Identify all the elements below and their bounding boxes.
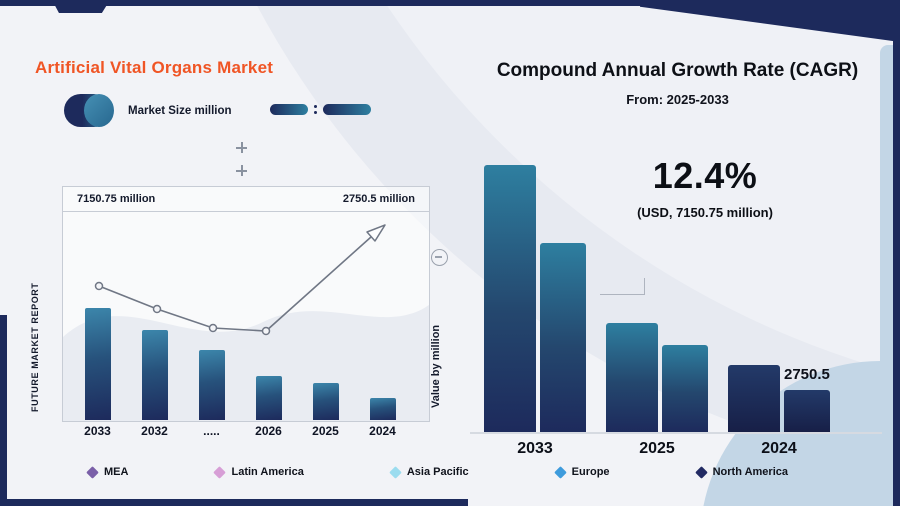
market-bars [85,308,396,420]
annotation-max-value: 7150.75 million [77,193,156,205]
minus-circle-icon [431,249,448,266]
market-x-label: 2033 [84,424,111,438]
market-bar-2024 [370,398,396,420]
legend-item-latin-america: Latin America [213,465,304,479]
diamond-icon [213,465,227,479]
value-axis-label: Value by million [430,324,442,408]
cagr-bar-chart: 2750.5 2033 2025 2024 [470,150,882,457]
plus-icon [236,142,247,153]
cagr-bar-2033-primary [484,165,536,432]
top-left-notch [52,0,110,13]
diamond-icon [388,465,402,479]
legend-label: MEA [104,466,129,478]
cagr-bar-2033-secondary [540,243,586,432]
legend-label: North America [712,466,788,478]
cagr-bar-2024-primary [728,365,780,432]
cagr-x-label: 2033 [517,440,553,457]
legend-item-mea: MEA [86,465,129,479]
cagr-bar-group-2033: 2033 [484,165,586,457]
market-x-label: ..... [203,424,220,438]
legend-item-europe: Europe [553,465,610,479]
market-size-legend: Market Size million [64,94,232,127]
market-bar-..... [199,350,225,420]
future-market-report-label: FUTURE MARKET REPORT [30,282,40,413]
step-bracket-decoration [600,278,645,295]
pill-shape [323,104,371,115]
left-edge-strip [0,315,7,506]
diamond-icon [553,465,567,479]
annotation-2024-value: 2750.5 [784,366,830,383]
pill-shape [270,104,308,115]
legend-label: Asia Pacific [406,466,469,478]
market-x-label: 2025 [312,424,339,438]
legend-label: Latin America [231,466,304,478]
region-legend: MEA Latin America Asia Pacific Europe North … [86,465,788,479]
cylinder-icon [64,94,114,127]
cagr-x-label: 2025 [639,440,675,457]
plus-icon [236,165,247,176]
cagr-bar-group-2025: 2025 [606,323,708,457]
cagr-x-label: 2024 [761,440,797,457]
cagr-bar-group-2024: 2024 [728,365,830,457]
cagr-title: Compound Annual Growth Rate (CAGR) [496,60,859,81]
legend-item-asia-pacific: Asia Pacific [388,465,469,479]
legend-label: Europe [571,466,610,478]
market-size-label: Market Size million [128,104,232,117]
diamond-icon [694,465,708,479]
market-x-label: 2032 [141,424,168,438]
market-bar-2033 [85,308,111,420]
legend-item-north-america: North America [694,465,788,479]
annotation-min-value: 2750.5 million [342,193,415,205]
trend-arrow [94,224,386,336]
chart-header-rule: 7150.75 million 2750.5 million [63,187,429,212]
bottom-edge-strip [0,499,468,506]
top-edge-strip [0,0,900,6]
decorative-pills [270,104,371,115]
market-bar-2026 [256,376,282,420]
cagr-bar-2025-primary [606,323,658,432]
market-bar-2032 [142,330,168,420]
cagr-subtitle: From: 2025-2033 [626,92,729,107]
diamond-icon [86,465,99,479]
market-bar-2025 [313,383,339,420]
market-x-label: 2026 [255,424,282,438]
market-x-label: 2024 [369,424,396,438]
cagr-note: (USD, 7150.75 million) [637,205,773,220]
right-edge-strip [893,0,900,506]
colon-dots [314,105,317,114]
cagr-bar-2024-secondary [784,390,830,432]
cagr-bar-2025-secondary [662,345,708,432]
left-chart-title: Artificial Vital Organs Market [35,58,274,77]
market-size-bar-chart: 7150.75 million 2750.5 million [62,186,430,422]
cagr-value: 12.4% [652,155,758,196]
market-x-axis-labels: 2033 2032..... 2026 2025 2024 [69,424,411,438]
right-lightblue-band [880,45,893,506]
